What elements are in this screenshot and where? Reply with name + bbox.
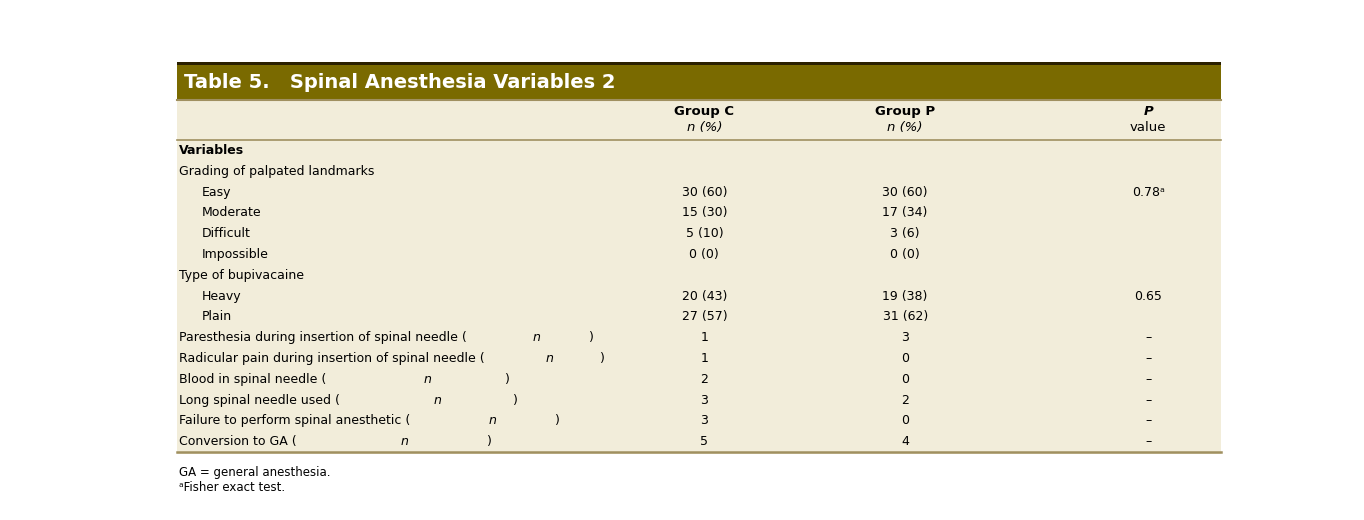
- Bar: [177, 62, 1221, 64]
- Text: value: value: [1129, 121, 1166, 134]
- Text: –: –: [1146, 414, 1151, 427]
- Text: n: n: [546, 352, 554, 365]
- Text: 5 (10): 5 (10): [686, 227, 723, 240]
- Text: ᵃFisher exact test.: ᵃFisher exact test.: [179, 482, 285, 495]
- Text: Variables: Variables: [179, 144, 244, 157]
- Text: 3: 3: [700, 414, 708, 427]
- Text: Group P: Group P: [876, 105, 936, 118]
- Text: 19 (38): 19 (38): [883, 290, 928, 303]
- Text: 2: 2: [700, 373, 708, 386]
- Text: 1: 1: [700, 352, 708, 365]
- Text: Impossible: Impossible: [202, 248, 269, 261]
- Text: ): ): [487, 435, 492, 448]
- Text: Conversion to GA (: Conversion to GA (: [179, 435, 296, 448]
- Text: Type of bupivacaine: Type of bupivacaine: [179, 269, 304, 282]
- Text: Group C: Group C: [674, 105, 734, 118]
- Text: –: –: [1146, 352, 1151, 365]
- Text: 30 (60): 30 (60): [682, 186, 727, 199]
- Text: Paresthesia during insertion of spinal needle (: Paresthesia during insertion of spinal n…: [179, 331, 466, 344]
- Text: 0: 0: [902, 373, 910, 386]
- Text: 2: 2: [902, 394, 910, 407]
- Text: n: n: [423, 373, 431, 386]
- Text: –: –: [1146, 394, 1151, 407]
- Text: 3: 3: [902, 331, 910, 344]
- Text: 0 (0): 0 (0): [689, 248, 719, 261]
- Text: –: –: [1146, 435, 1151, 448]
- Text: ): ): [555, 414, 561, 427]
- Text: n: n: [532, 331, 540, 344]
- Text: n (%): n (%): [888, 121, 923, 134]
- Text: 0.78ᵃ: 0.78ᵃ: [1132, 186, 1165, 199]
- Text: 0: 0: [902, 414, 910, 427]
- Text: 20 (43): 20 (43): [682, 290, 727, 303]
- Text: Heavy: Heavy: [202, 290, 241, 303]
- Text: 0: 0: [902, 352, 910, 365]
- Text: 5: 5: [700, 435, 708, 448]
- Text: 1: 1: [700, 331, 708, 344]
- Text: Moderate: Moderate: [202, 206, 262, 219]
- Text: 27 (57): 27 (57): [682, 310, 727, 323]
- Text: 3: 3: [700, 394, 708, 407]
- Text: 0 (0): 0 (0): [891, 248, 921, 261]
- Text: –: –: [1146, 331, 1151, 344]
- Text: n: n: [488, 414, 496, 427]
- Text: 30 (60): 30 (60): [883, 186, 928, 199]
- Text: Blood in spinal needle (: Blood in spinal needle (: [179, 373, 326, 386]
- Bar: [177, 64, 1221, 100]
- Text: 4: 4: [902, 435, 910, 448]
- Text: Difficult: Difficult: [202, 227, 251, 240]
- Text: 15 (30): 15 (30): [682, 206, 727, 219]
- Text: n: n: [401, 435, 408, 448]
- Text: –: –: [1146, 373, 1151, 386]
- Text: Radicular pain during insertion of spinal needle (: Radicular pain during insertion of spina…: [179, 352, 484, 365]
- Text: Grading of palpated landmarks: Grading of palpated landmarks: [179, 165, 374, 178]
- Text: ): ): [589, 331, 593, 344]
- Text: GA = general anesthesia.: GA = general anesthesia.: [179, 466, 330, 479]
- Text: 3 (6): 3 (6): [891, 227, 919, 240]
- Text: n: n: [434, 394, 442, 407]
- Text: Easy: Easy: [202, 186, 232, 199]
- Text: ): ): [513, 394, 518, 407]
- Text: Plain: Plain: [202, 310, 232, 323]
- Text: 31 (62): 31 (62): [883, 310, 928, 323]
- Text: n (%): n (%): [686, 121, 722, 134]
- Text: 0.65: 0.65: [1135, 290, 1162, 303]
- Bar: [177, 100, 1221, 453]
- Text: Failure to perform spinal anesthetic (: Failure to perform spinal anesthetic (: [179, 414, 411, 427]
- Text: 17 (34): 17 (34): [883, 206, 928, 219]
- Text: Long spinal needle used (: Long spinal needle used (: [179, 394, 340, 407]
- Text: ): ): [600, 352, 604, 365]
- Text: ): ): [505, 373, 510, 386]
- Text: Table 5.   Spinal Anesthesia Variables 2: Table 5. Spinal Anesthesia Variables 2: [184, 73, 617, 92]
- Text: P: P: [1143, 105, 1153, 118]
